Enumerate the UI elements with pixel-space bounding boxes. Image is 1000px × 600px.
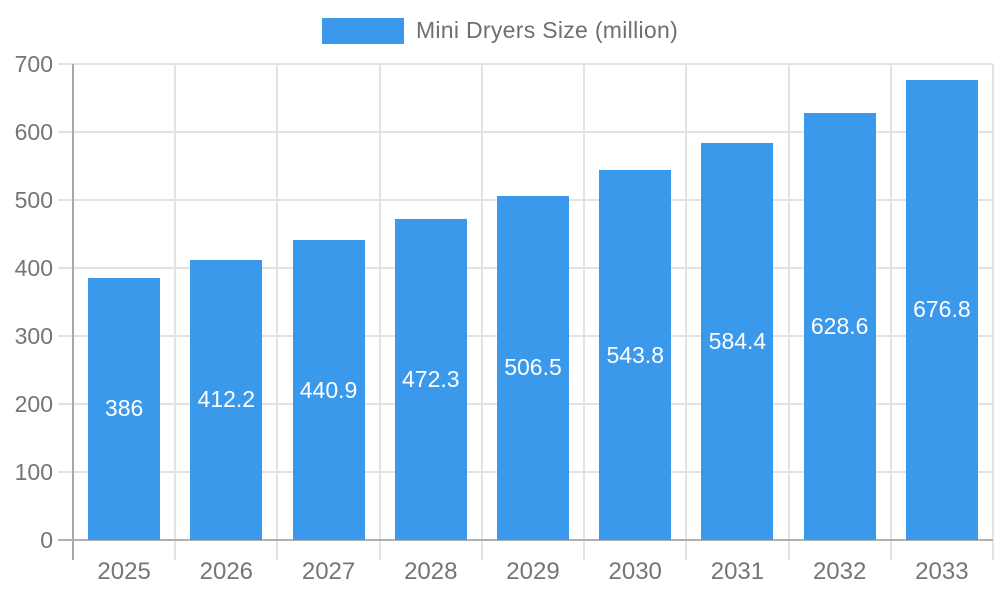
plot-area: 0 100 200 300 400 500 600 700 386 2025 412.2 2026 44… (15, 51, 994, 585)
x-axis-label-2027: 2027 (301, 558, 356, 585)
legend-label: Mini Dryers Size (million) (415, 17, 679, 43)
x-axis-label-2030: 2030 (608, 558, 662, 585)
x-axis-label-2025: 2025 (97, 558, 151, 585)
x-axis-label-2033: 2033 (915, 558, 969, 585)
bar-2029: 506.5 (497, 195, 569, 540)
y-axis-tick-label: 500 (14, 187, 53, 213)
bar-2032: 628.6 (803, 112, 876, 540)
bar-value-label: 412.2 (197, 386, 256, 413)
x-axis-label-2026: 2026 (199, 558, 254, 585)
bar-2027: 440.9 (292, 240, 365, 540)
x-gridline (992, 64, 994, 560)
y-axis-tick-label: 400 (14, 255, 53, 281)
x-gridline (685, 64, 688, 560)
y-gridline (58, 63, 993, 65)
x-gridline (583, 64, 586, 560)
bar-value-label: 386 (104, 395, 144, 422)
bar-2033: 676.8 (905, 79, 978, 540)
y-axis-tick-label: 100 (14, 459, 53, 485)
y-axis-tick-label: 200 (14, 391, 53, 417)
x-gridline (889, 64, 892, 560)
bar-2025: 386 (88, 277, 161, 540)
y-axis-tick-label: 300 (14, 323, 53, 349)
x-gridline (480, 64, 483, 560)
x-axis-label-2028: 2028 (404, 558, 458, 585)
y-axis-tick-label: 700 (14, 51, 53, 77)
legend-swatch (321, 17, 404, 44)
bar-2031: 584.4 (701, 142, 774, 540)
bar-2026: 412.2 (190, 259, 263, 540)
x-axis-label-2029: 2029 (506, 558, 560, 585)
x-axis-label-2031: 2031 (710, 558, 765, 585)
x-axis-line (58, 539, 993, 541)
x-gridline (378, 64, 381, 560)
bar-value-label: 628.6 (810, 312, 869, 339)
x-axis-label-2032: 2032 (812, 558, 867, 585)
x-gridline (276, 64, 279, 560)
bar-2030: 543.8 (599, 170, 672, 540)
x-gridline (174, 64, 177, 560)
bar-value-label: 543.8 (606, 341, 664, 368)
y-axis-tick-label: 0 (40, 527, 53, 553)
bar-value-label: 584.4 (708, 327, 767, 354)
y-axis-tick-label: 600 (14, 119, 53, 145)
bar-value-label: 506.5 (504, 354, 562, 381)
bar-2028: 472.3 (394, 218, 467, 540)
bar-value-label: 472.3 (401, 365, 460, 392)
bar-value-label: 440.9 (299, 376, 358, 403)
x-gridline (787, 64, 790, 560)
chart-legend[interactable]: Mini Dryers Size (million) (0, 17, 1000, 44)
y-axis-line (72, 64, 74, 560)
bar-value-label: 676.8 (913, 296, 971, 323)
y-gridline (58, 131, 993, 133)
